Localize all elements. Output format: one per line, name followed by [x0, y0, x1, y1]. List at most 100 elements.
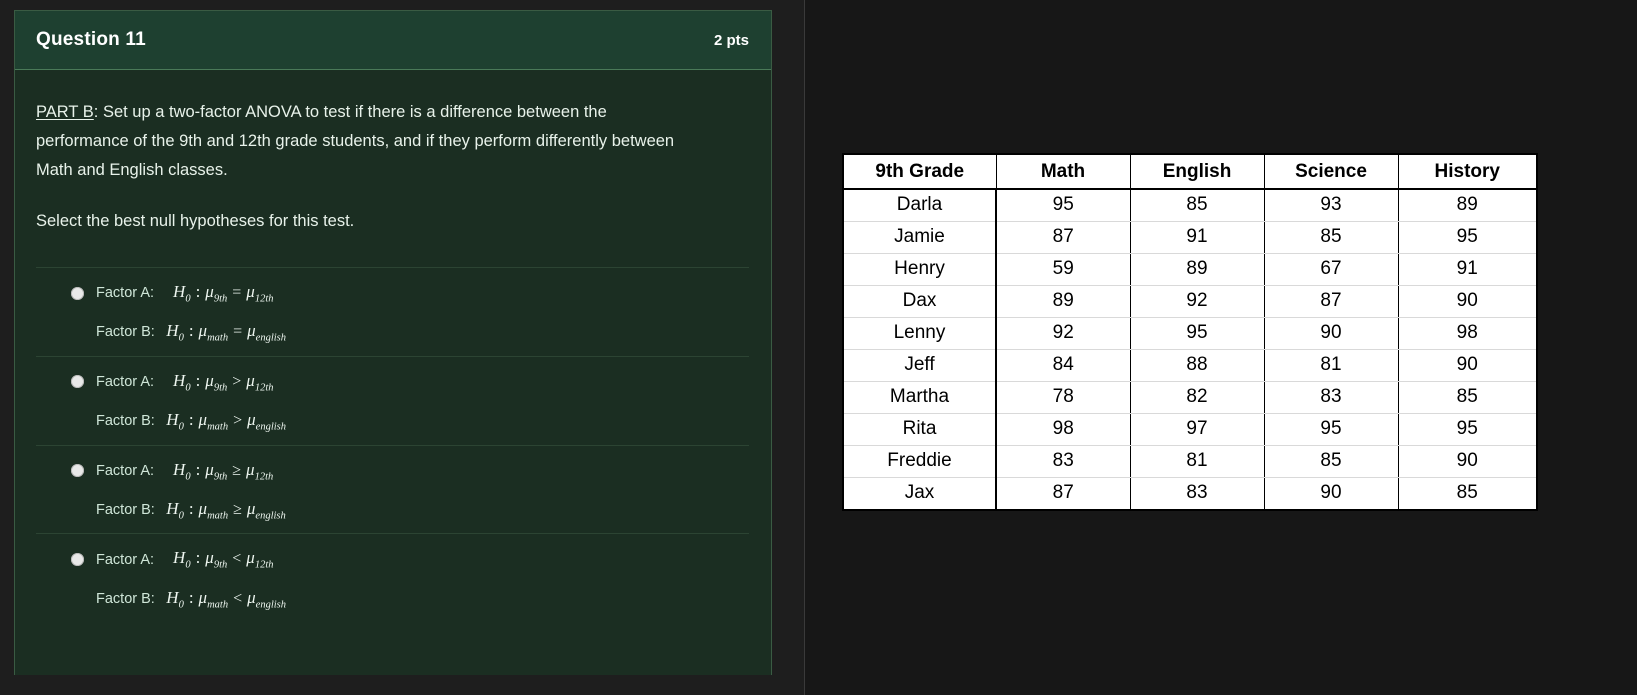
h-symbol: H: [173, 459, 186, 479]
cell-science: 83: [1264, 381, 1399, 414]
question-instruction: Select the best null hypotheses for this…: [36, 212, 355, 230]
column-header-math: Math: [996, 155, 1131, 190]
mu-subscript-1: math: [207, 421, 229, 433]
colon-symbol: :: [195, 282, 201, 301]
column-header-english: English: [1130, 155, 1265, 190]
mu-symbol-2: μ: [246, 370, 255, 390]
table-header-row: 9th Grade Math English Science History: [844, 155, 1536, 190]
grades-table-body: Darla 95 85 93 89 Jamie 87 91 85 95: [844, 189, 1536, 509]
operator-symbol: >: [233, 412, 243, 430]
h-symbol: H: [166, 587, 179, 607]
cell-student-name: Jax: [844, 477, 997, 509]
cell-english: 97: [1130, 413, 1265, 446]
answer-option-4[interactable]: Factor A: H0: μ9th < μ12th Factor B: H0: μma…: [36, 533, 749, 622]
radio-button-option-2[interactable]: [71, 375, 84, 389]
mu-subscript-2: 12th: [254, 470, 274, 482]
cell-student-name: Jeff: [844, 349, 997, 382]
h-subscript: 0: [178, 510, 184, 522]
factor-b-label-3: Factor B:: [96, 501, 155, 518]
cell-science: 90: [1264, 477, 1399, 509]
quiz-pane: Question 11 2 pts PART B: Set up a two-f…: [0, 0, 804, 695]
answer-option-1-factor-a-row[interactable]: Factor A: H0: μ9th = μ12th: [36, 282, 749, 304]
h-symbol: H: [173, 282, 186, 301]
mu-symbol-1: μ: [205, 548, 214, 568]
radio-button-option-3[interactable]: [71, 464, 84, 478]
answer-option-3[interactable]: Factor A: H0: μ9th ≥ μ12th Factor B: H0: μma…: [36, 444, 749, 534]
mu-symbol-1: μ: [198, 498, 208, 518]
cell-science: 67: [1264, 253, 1399, 286]
hypothesis-math-1b: H0: μmath = μenglish: [166, 321, 286, 343]
cell-math: 87: [996, 221, 1131, 254]
answer-option-3-factor-a-row[interactable]: Factor A: H0: μ9th ≥ μ12th: [36, 460, 749, 482]
hypothesis-math-2b: H0: μmath > μenglish: [166, 410, 286, 432]
h-subscript: 0: [178, 332, 184, 344]
cell-math: 92: [996, 317, 1131, 350]
answer-option-4-factor-a-row[interactable]: Factor A: H0: μ9th < μ12th: [36, 548, 749, 571]
answer-option-3-factor-b-row: Factor B: H0: μmath ≥ μenglish: [36, 499, 749, 521]
cell-student-name: Jamie: [844, 221, 997, 254]
mu-subscript-2: english: [255, 421, 287, 433]
operator-symbol: >: [232, 372, 242, 390]
mu-subscript-2: english: [255, 599, 287, 611]
colon-symbol: :: [188, 587, 194, 607]
cell-history: 95: [1398, 221, 1536, 254]
cell-science: 85: [1264, 221, 1399, 254]
factor-b-label-4: Factor B:: [96, 590, 155, 607]
mu-subscript-2: 12th: [254, 559, 274, 571]
table-row: Freddie 83 81 85 90: [844, 445, 1536, 478]
cell-history: 91: [1398, 253, 1536, 286]
factor-a-label-4: Factor A:: [96, 551, 155, 568]
cell-science: 87: [1264, 285, 1399, 318]
cell-history: 95: [1398, 413, 1536, 446]
mu-symbol-2: μ: [246, 548, 255, 568]
column-header-grade: 9th Grade: [844, 155, 997, 190]
table-row: Henry 59 89 67 91: [844, 253, 1536, 286]
column-header-science: Science: [1264, 155, 1399, 190]
hypothesis-math-4a: H0: μ9th < μ12th: [173, 548, 273, 570]
mu-subscript-1: 9th: [213, 293, 228, 305]
h-symbol: H: [173, 548, 186, 568]
mu-symbol-2: μ: [246, 498, 256, 518]
question-body: PART B: Set up a two-factor ANOVA to tes…: [15, 70, 771, 622]
mu-subscript-1: math: [207, 332, 229, 344]
mu-symbol-2: μ: [247, 587, 256, 607]
mu-subscript-1: math: [207, 599, 229, 611]
cell-math: 89: [996, 285, 1131, 318]
table-row: Dax 89 92 87 90: [844, 285, 1536, 318]
operator-symbol: ≥: [232, 461, 242, 479]
radio-button-option-4[interactable]: [71, 553, 84, 567]
h-subscript: 0: [185, 293, 191, 305]
h-symbol: H: [166, 498, 179, 518]
cell-history: 90: [1398, 349, 1536, 382]
mu-symbol-1: μ: [205, 370, 214, 390]
h-subscript: 0: [185, 470, 191, 482]
hypothesis-math-3a: H0: μ9th ≥ μ12th: [173, 460, 273, 482]
table-row: Rita 98 97 95 95: [844, 413, 1536, 446]
h-symbol: H: [166, 410, 179, 430]
cell-history: 98: [1398, 317, 1536, 350]
cell-english: 92: [1130, 285, 1265, 318]
radio-button-option-1[interactable]: [71, 286, 84, 300]
answer-option-1[interactable]: Factor A: H0: μ9th = μ12th Factor B: H0: μma…: [36, 267, 749, 356]
colon-symbol: :: [195, 459, 201, 479]
mu-symbol-2: μ: [247, 321, 256, 341]
factor-a-label-2: Factor A:: [96, 373, 155, 390]
cell-science: 81: [1264, 349, 1399, 382]
cell-student-name: Martha: [844, 381, 997, 414]
colon-symbol: :: [188, 410, 194, 430]
operator-symbol: ≥: [233, 500, 242, 518]
mu-subscript-2: 12th: [254, 293, 274, 305]
cell-science: 93: [1264, 189, 1399, 222]
mu-subscript-1: 9th: [213, 470, 228, 482]
question-points-badge: 2 pts: [713, 31, 749, 49]
answer-option-2-factor-a-row[interactable]: Factor A: H0: μ9th > μ12th: [36, 371, 749, 393]
cell-student-name: Rita: [844, 413, 997, 446]
mu-symbol-1: μ: [198, 587, 208, 607]
cell-science: 95: [1264, 413, 1399, 446]
answer-option-2[interactable]: Factor A: H0: μ9th > μ12th Factor B: H0: μma…: [36, 355, 749, 445]
cell-student-name: Henry: [844, 253, 997, 286]
cell-history: 85: [1456, 482, 1478, 504]
h-subscript: 0: [178, 421, 184, 433]
mu-symbol-2: μ: [246, 282, 255, 301]
